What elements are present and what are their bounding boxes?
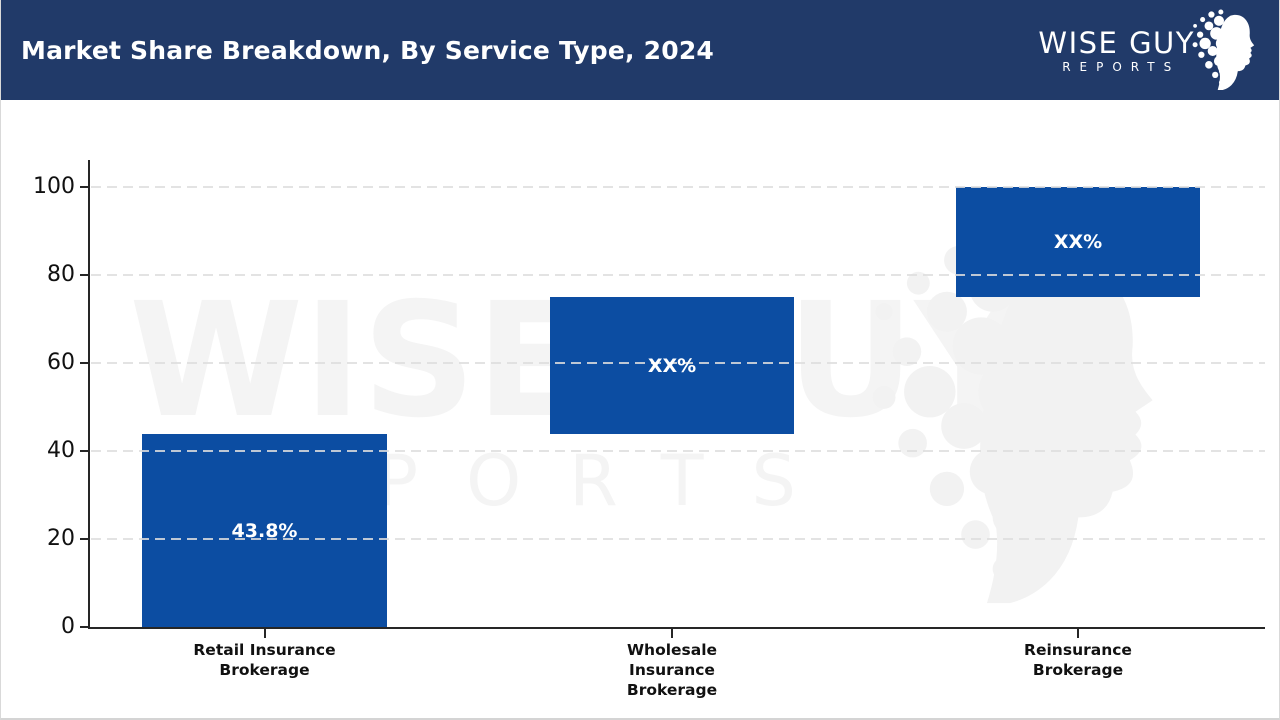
logo-face-icon (1192, 9, 1255, 90)
gridline-60 (91, 362, 1265, 364)
y-tick-label-20: 20 (47, 526, 75, 551)
gridline-80 (91, 274, 1265, 276)
y-axis-tick-60 (80, 362, 88, 364)
header: Market Share Breakdown, By Service Type,… (1, 0, 1279, 100)
chart-title: Market Share Breakdown, By Service Type,… (21, 35, 715, 65)
y-axis-tick-80 (80, 274, 88, 276)
logo-subtext: REPORTS (1062, 60, 1181, 75)
bar-value-label-2: XX% (1053, 231, 1103, 253)
gridline-40 (91, 450, 1265, 452)
bar-segment-0 (142, 434, 387, 627)
wiseguy-logo: WISE GUY REPORTS (1038, 7, 1267, 95)
y-tick-label-60: 60 (47, 350, 75, 375)
gridline-20 (91, 538, 1265, 540)
y-axis-tick-20 (80, 538, 88, 540)
y-tick-label-100: 100 (33, 174, 75, 199)
category-label-0: Retail Insurance Brokerage (193, 641, 336, 679)
y-axis-tick-0 (80, 626, 88, 628)
bar-value-label-1: XX% (647, 354, 697, 377)
x-axis-tick-0 (263, 629, 266, 638)
gridline-100 (91, 186, 1265, 188)
x-axis-tick-2 (1077, 629, 1079, 638)
x-axis-tick-1 (671, 629, 673, 638)
bar-segment-1 (550, 297, 794, 435)
y-tick-label-80: 80 (47, 262, 75, 287)
logo-wordmark: WISE GUY (1038, 25, 1195, 60)
y-tick-label-40: 40 (47, 438, 75, 463)
y-axis-tick-40 (80, 450, 88, 452)
bar-value-label-0: 43.8% (231, 519, 298, 542)
category-label-1: Wholesale Insurance Brokerage (626, 641, 718, 699)
y-tick-label-0: 0 (61, 614, 75, 639)
y-axis-line (88, 160, 90, 629)
y-axis-tick-100 (80, 186, 88, 188)
category-label-2: Reinsurance Brokerage (1024, 641, 1132, 679)
x-axis-line (88, 627, 1265, 629)
